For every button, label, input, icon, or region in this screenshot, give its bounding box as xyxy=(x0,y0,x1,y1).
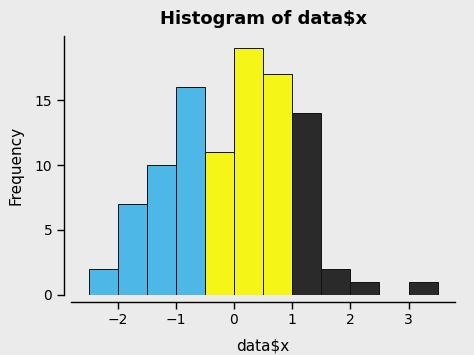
Bar xyxy=(263,75,292,295)
Bar xyxy=(147,165,176,295)
Bar xyxy=(89,269,118,295)
Bar xyxy=(409,282,438,295)
Title: Histogram of data$x: Histogram of data$x xyxy=(160,10,366,28)
Bar xyxy=(350,282,379,295)
Bar xyxy=(118,204,147,295)
X-axis label: data$x: data$x xyxy=(237,339,290,354)
Bar xyxy=(176,87,205,295)
Y-axis label: Frequency: Frequency xyxy=(9,126,24,204)
Bar xyxy=(205,152,234,295)
Bar xyxy=(292,113,321,295)
Bar xyxy=(321,269,350,295)
Bar xyxy=(234,48,263,295)
